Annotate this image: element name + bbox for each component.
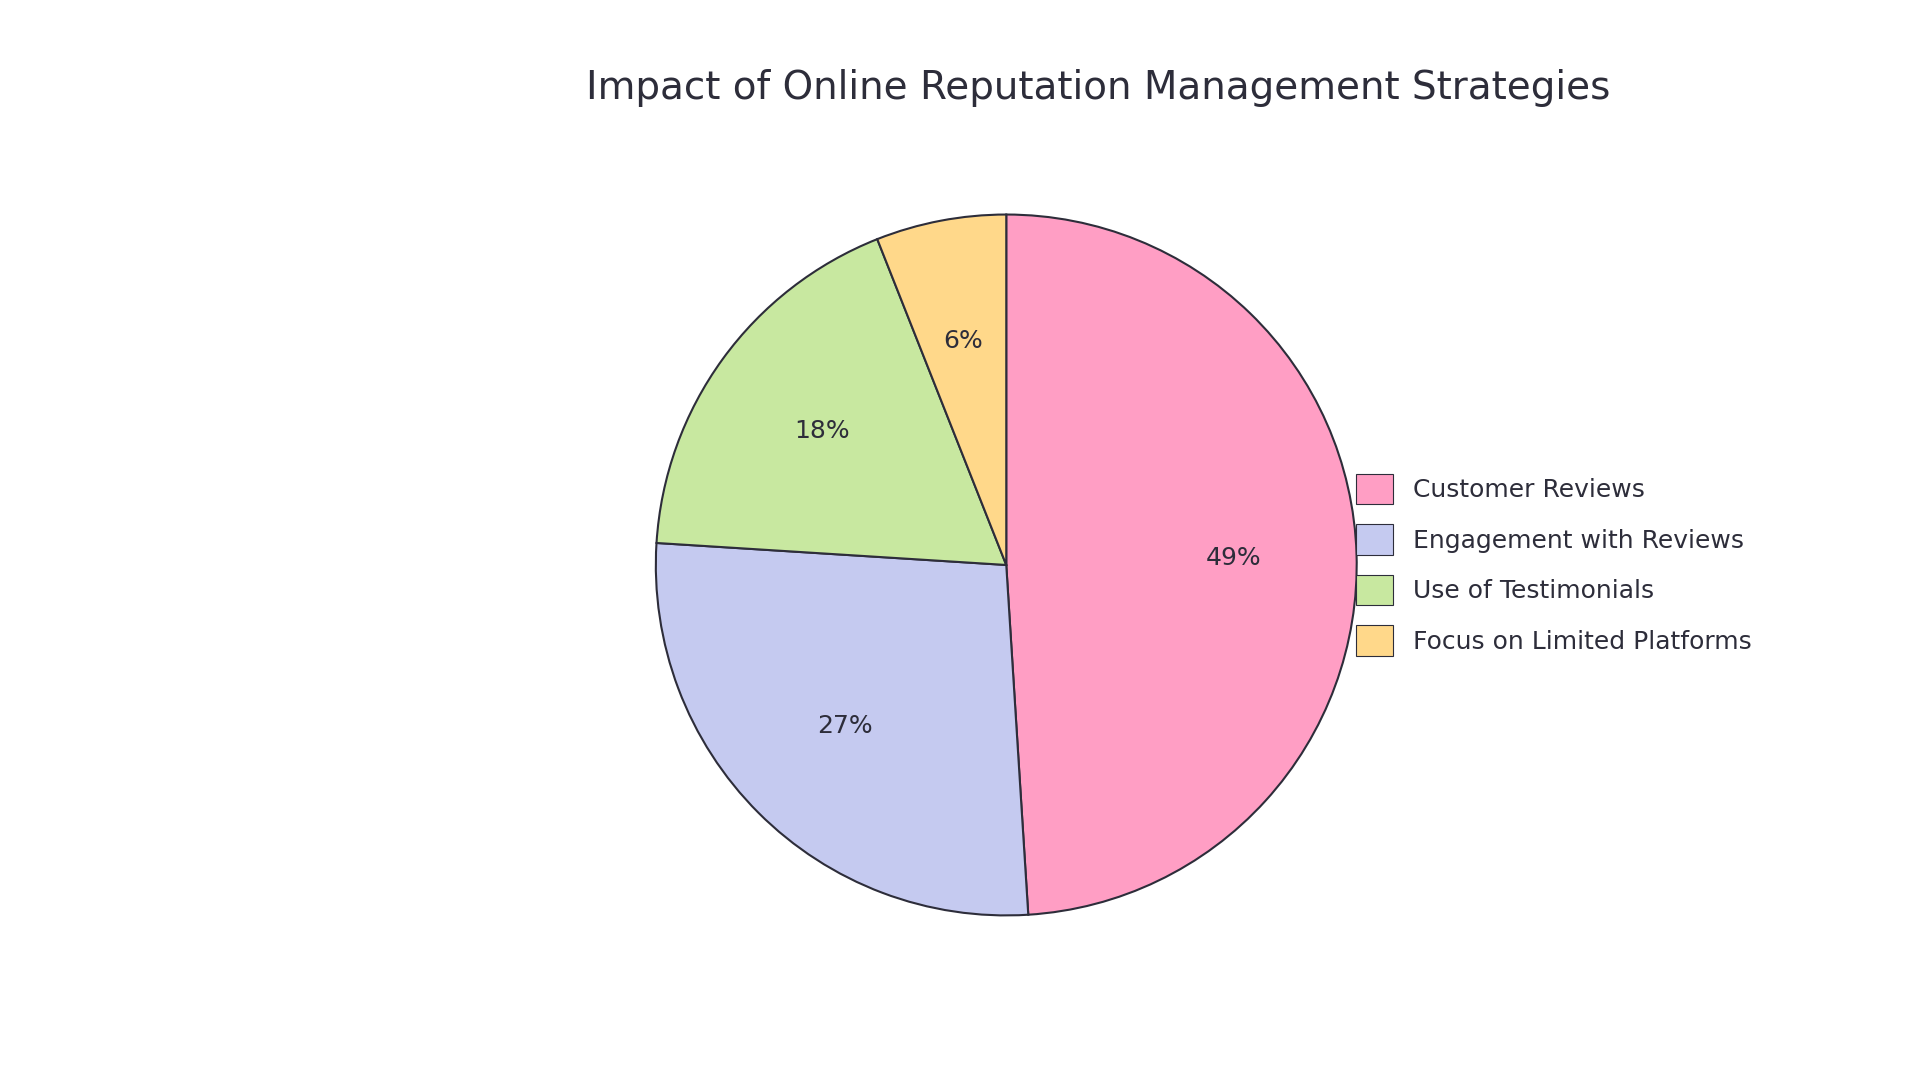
Wedge shape: [657, 239, 1006, 565]
Text: 18%: 18%: [795, 419, 851, 443]
Wedge shape: [877, 214, 1006, 565]
Legend: Customer Reviews, Engagement with Reviews, Use of Testimonials, Focus on Limited: Customer Reviews, Engagement with Review…: [1344, 461, 1764, 668]
Wedge shape: [1006, 214, 1357, 915]
Text: 6%: 6%: [945, 329, 983, 353]
Wedge shape: [657, 543, 1029, 915]
Text: 27%: 27%: [818, 714, 874, 738]
Text: Impact of Online Reputation Management Strategies: Impact of Online Reputation Management S…: [586, 69, 1611, 107]
Text: 49%: 49%: [1206, 546, 1261, 570]
